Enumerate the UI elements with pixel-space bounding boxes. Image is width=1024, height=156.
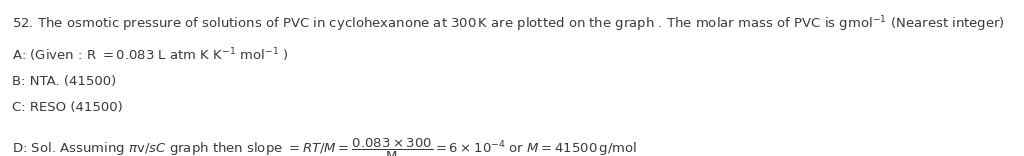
- Text: B: NTA. (41500): B: NTA. (41500): [12, 75, 117, 88]
- Text: 52. The osmotic pressure of solutions of PVC in cyclohexanone at $300\,\mathrm{K: 52. The osmotic pressure of solutions of…: [12, 14, 1006, 34]
- Text: A: (Given : R $= 0.083$ L atm K $\mathrm{K}^{-1}$ $\mathrm{mol}^{-1}$ ): A: (Given : R $= 0.083$ L atm K $\mathrm…: [12, 47, 289, 64]
- Text: C: RESO (41500): C: RESO (41500): [12, 101, 123, 114]
- Text: D: Sol. Assuming $\pi\mathrm{v}/s\mathit{C}$ graph then slope $= RT/M = \dfrac{0: D: Sol. Assuming $\pi\mathrm{v}/s\mathit…: [12, 137, 637, 156]
